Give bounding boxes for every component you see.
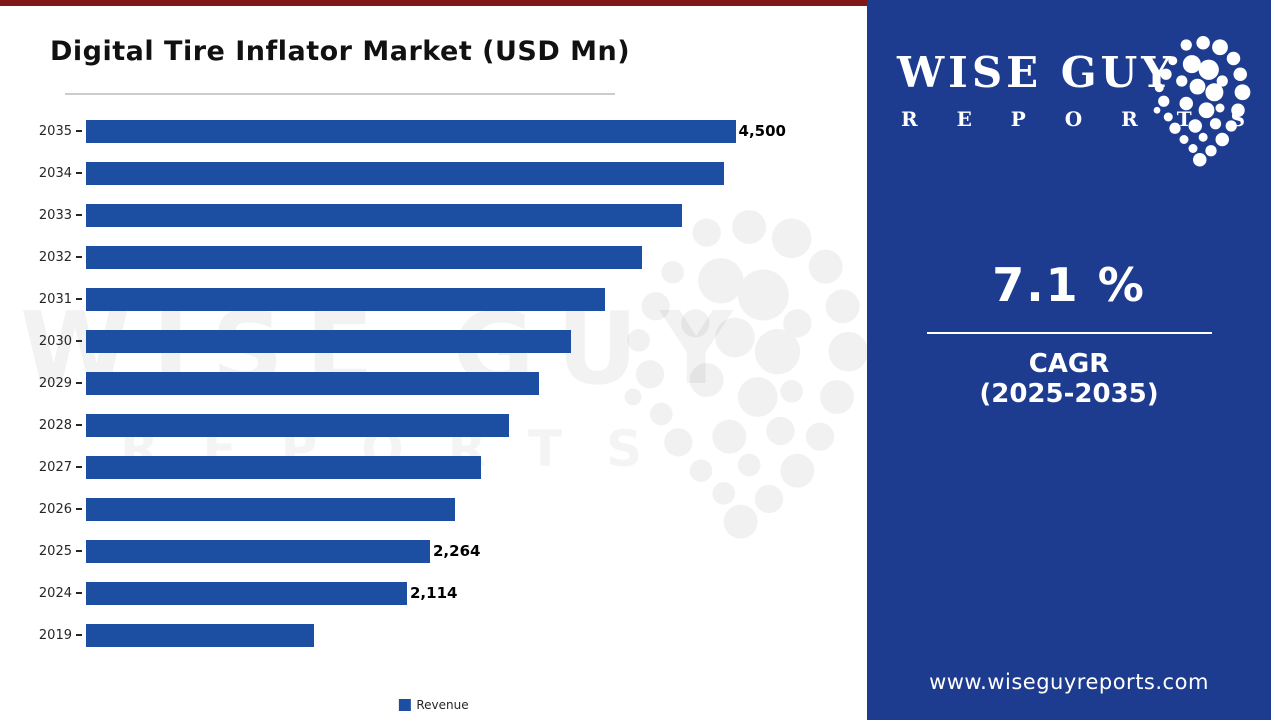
bar-chart: 2035 4,500 2034 2033 2032 2031 2030 2029 2028 202… <box>8 110 786 656</box>
y-axis-tick-label: 2035 <box>38 123 72 139</box>
y-axis-tick-label: 2025 <box>38 543 72 559</box>
bar-row: 2025 2,264 <box>8 530 786 572</box>
bar-row: 2032 <box>8 236 786 278</box>
y-axis-tick-mark <box>76 256 82 258</box>
y-axis-tick-label: 2019 <box>38 627 72 643</box>
y-axis-tick-label: 2028 <box>38 417 72 433</box>
bar-track <box>86 161 786 185</box>
revenue-bar-2032 <box>86 245 642 269</box>
y-axis-tick-label: 2034 <box>38 165 72 181</box>
revenue-bar-2027 <box>86 455 481 479</box>
chart-title: Digital Tire Inflator Market (USD Mn) <box>50 36 631 67</box>
y-axis-tick-mark <box>76 214 82 216</box>
bar-track: 2,264 <box>86 539 786 563</box>
brand-logo: WISE GUY R E P O R T S <box>897 36 1262 167</box>
y-axis-tick-label: 2029 <box>38 375 72 391</box>
bar-track <box>86 497 786 521</box>
bar-row: 2034 <box>8 152 786 194</box>
title-divider <box>65 93 615 95</box>
y-axis-tick-mark <box>76 550 82 552</box>
revenue-bar-2034 <box>86 161 724 185</box>
bar-track <box>86 203 786 227</box>
bar-row: 2028 <box>8 404 786 446</box>
cagr-label: CAGR <box>1028 349 1110 379</box>
y-axis-tick-label: 2032 <box>38 249 72 265</box>
cagr-range: (2025-2035) <box>979 378 1159 409</box>
bar-track: 4,500 <box>86 119 786 143</box>
revenue-bar-2031 <box>86 287 605 311</box>
revenue-bar-2024 <box>86 581 407 605</box>
bar-track <box>86 245 786 269</box>
bar-row: 2027 <box>8 446 786 488</box>
revenue-bar-2019 <box>86 623 314 647</box>
bar-track <box>86 413 786 437</box>
legend-swatch <box>398 699 411 711</box>
y-axis-tick-mark <box>76 424 82 426</box>
bar-track <box>86 371 786 395</box>
y-axis-tick-mark <box>76 340 82 342</box>
y-axis-tick-label: 2024 <box>38 585 72 601</box>
y-axis-tick-label: 2027 <box>38 459 72 475</box>
y-axis-tick-mark <box>76 298 82 300</box>
bar-value-label: 4,500 <box>738 122 786 140</box>
bar-row: 2031 <box>8 278 786 320</box>
bar-row: 2024 2,114 <box>8 572 786 614</box>
bar-track <box>86 287 786 311</box>
logo-wordmark: WISE GUY <box>897 48 1176 97</box>
brand-sidebar: WISE GUY R E P O R T S 7.1 % CAGR (2025-… <box>867 0 1271 720</box>
revenue-bar-2028 <box>86 413 509 437</box>
bar-row: 2019 <box>8 614 786 656</box>
y-axis-tick-mark <box>76 130 82 132</box>
legend-label: Revenue <box>416 698 469 712</box>
revenue-bar-2025 <box>86 539 430 563</box>
revenue-bar-2026 <box>86 497 455 521</box>
y-axis-tick-mark <box>76 382 82 384</box>
bar-row: 2030 <box>8 320 786 362</box>
y-axis-tick-mark <box>76 508 82 510</box>
y-axis-tick-label: 2031 <box>38 291 72 307</box>
logo-head-icon <box>1153 36 1251 167</box>
revenue-bar-2033 <box>86 203 682 227</box>
top-accent-strip <box>0 0 867 6</box>
y-axis-tick-mark <box>76 592 82 594</box>
bar-track <box>86 455 786 479</box>
y-axis-tick-mark <box>76 634 82 636</box>
y-axis-tick-mark <box>76 172 82 174</box>
bar-track <box>86 623 786 647</box>
y-axis-tick-label: 2026 <box>38 501 72 517</box>
y-axis-tick-label: 2030 <box>38 333 72 349</box>
bar-row: 2029 <box>8 362 786 404</box>
revenue-bar-2029 <box>86 371 539 395</box>
y-axis-tick-label: 2033 <box>38 207 72 223</box>
bar-row: 2035 4,500 <box>8 110 786 152</box>
bar-track <box>86 329 786 353</box>
chart-legend: Revenue <box>398 698 469 712</box>
revenue-bar-2030 <box>86 329 571 353</box>
bar-value-label: 2,114 <box>410 584 458 602</box>
website-url: www.wiseguyreports.com <box>929 670 1209 694</box>
revenue-bar-2035 <box>86 119 736 143</box>
chart-panel: Digital Tire Inflator Market (USD Mn) WI… <box>0 0 867 712</box>
bar-row: 2033 <box>8 194 786 236</box>
cagr-divider <box>926 332 1212 334</box>
bar-track: 2,114 <box>86 581 786 605</box>
bar-row: 2026 <box>8 488 786 530</box>
logo-subtitle: R E P O R T S <box>901 107 1262 131</box>
y-axis-tick-mark <box>76 466 82 468</box>
bar-value-label: 2,264 <box>433 542 481 560</box>
cagr-block: 7.1 % CAGR (2025-2035) <box>919 258 1219 410</box>
cagr-value: 7.1 % <box>992 258 1146 312</box>
